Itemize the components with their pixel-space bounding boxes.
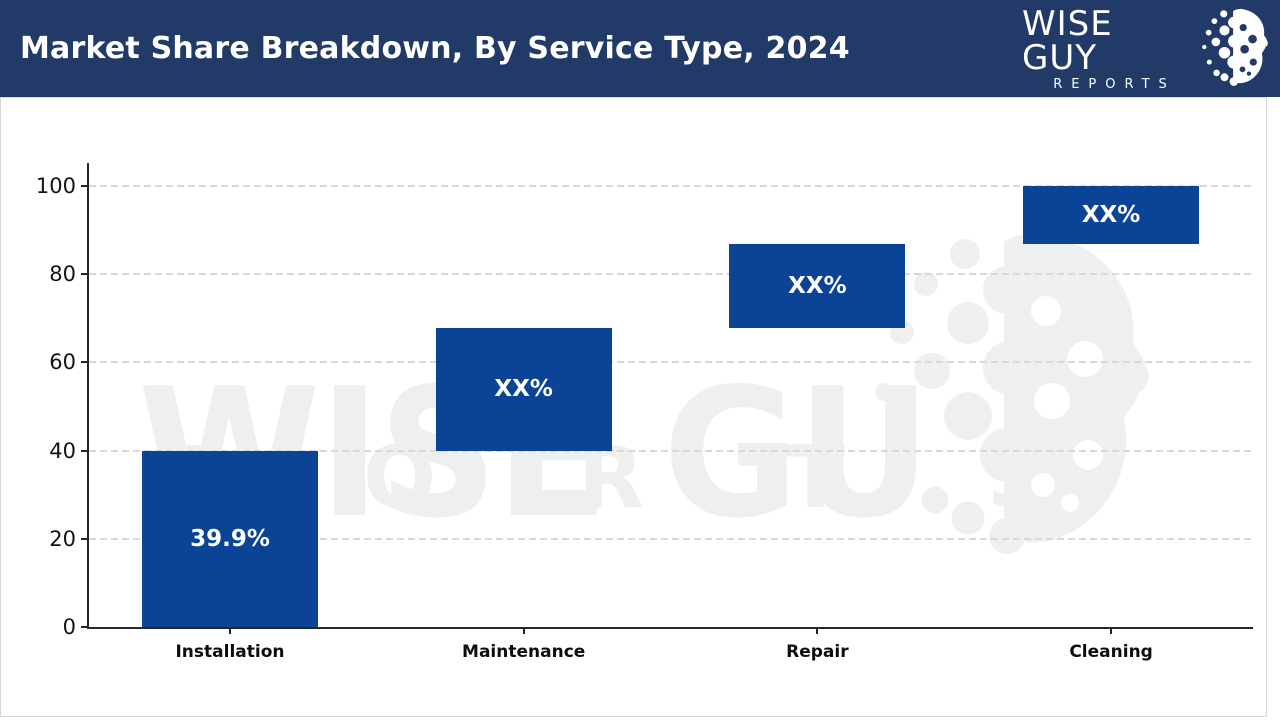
y-tick-mark <box>81 273 88 276</box>
y-tick-mark <box>81 361 88 364</box>
gridline-80 <box>89 273 1253 276</box>
x-tick-mark <box>229 627 231 634</box>
bar-cleaning <box>1023 186 1200 244</box>
bar-value-label: XX% <box>1081 201 1141 228</box>
brand-logo-text: WISE GUY REPORTS <box>1022 7 1198 91</box>
x-category-label-maintenance: Maintenance <box>462 642 586 662</box>
y-tick-mark <box>81 449 88 452</box>
gridline-60 <box>89 361 1253 364</box>
x-tick-mark <box>1110 627 1113 634</box>
y-tick-label: 20 <box>49 526 76 551</box>
y-tick-label: 0 <box>62 615 76 639</box>
gridline-20 <box>89 537 1253 540</box>
x-tick-mark <box>816 627 819 634</box>
y-tick-label: 80 <box>49 262 76 287</box>
header-bar: Market Share Breakdown, By Service Type,… <box>0 0 1280 97</box>
bar-value-label: XX% <box>788 272 847 299</box>
y-tick-label: 40 <box>49 438 76 463</box>
x-category-label-installation: Installation <box>175 642 285 662</box>
bar-value-label: XX% <box>494 376 553 403</box>
bar-value-label: 39.9% <box>190 526 270 553</box>
x-category-label-repair: Repair <box>786 642 849 662</box>
y-axis-spine <box>87 163 89 629</box>
brand-logo: WISE GUY REPORTS <box>1022 6 1272 92</box>
y-tick-label: 100 <box>35 174 76 198</box>
x-tick-mark <box>522 627 525 634</box>
logo-head-dots-icon <box>1200 7 1272 91</box>
page-title: Market Share Breakdown, By Service Type,… <box>20 31 850 66</box>
x-axis-spine <box>87 627 1253 629</box>
brand-name: WISE GUY <box>1022 4 1113 78</box>
bar-installation <box>142 451 318 627</box>
gridline-40 <box>89 449 1253 452</box>
bar-maintenance <box>435 327 612 452</box>
bar-repair <box>729 243 906 328</box>
y-tick-mark <box>81 185 88 187</box>
brand-subtitle: REPORTS <box>1053 77 1176 92</box>
gridline-100 <box>89 185 1253 187</box>
x-category-label-cleaning: Cleaning <box>1069 642 1153 662</box>
y-tick-label: 60 <box>49 350 76 375</box>
watermark-head-dots-icon <box>866 227 1166 561</box>
y-tick-mark <box>81 626 88 628</box>
y-tick-mark <box>81 537 88 540</box>
